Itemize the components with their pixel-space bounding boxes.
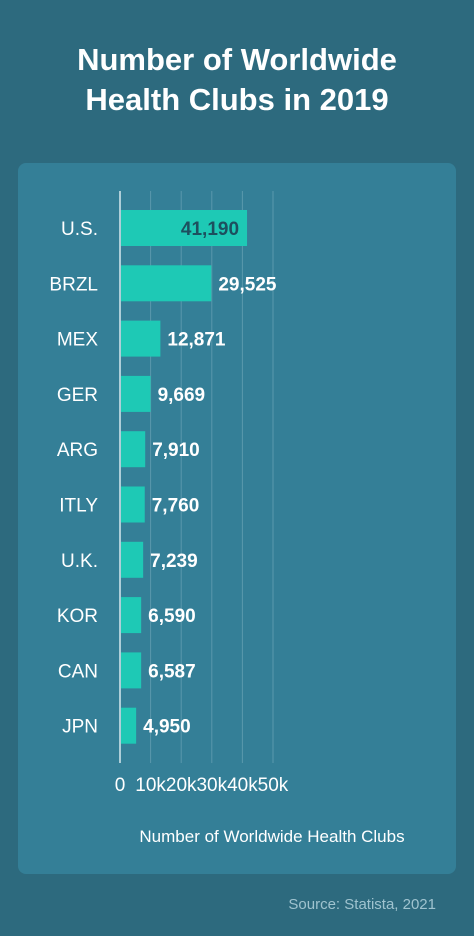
value-label-itly: 7,760 xyxy=(152,496,200,517)
category-label-ger: GER xyxy=(57,385,98,406)
value-label-u-k: 7,239 xyxy=(150,551,198,572)
value-label-ger: 9,669 xyxy=(158,385,206,406)
category-label-arg: ARG xyxy=(57,440,98,461)
category-label-brzl: BRZL xyxy=(49,274,98,295)
bar-can xyxy=(121,652,142,689)
bar-mex xyxy=(121,320,161,357)
chart-title-line-1: Number of Worldwide xyxy=(77,42,397,77)
tick-label-10k: 10k xyxy=(135,775,166,796)
value-label-mex: 12,871 xyxy=(167,330,226,351)
chart-title-line-2: Health Clubs in 2019 xyxy=(85,82,389,117)
category-label-kor: KOR xyxy=(57,606,98,627)
category-label-can: CAN xyxy=(58,661,98,682)
bar-jpn xyxy=(121,707,137,744)
chart-title: Number of Worldwide Health Clubs in 2019 xyxy=(0,40,474,120)
category-label-u-s: U.S. xyxy=(61,219,98,240)
bar-arg xyxy=(121,431,146,468)
value-label-u-s: 41,190 xyxy=(181,219,239,240)
category-label-mex: MEX xyxy=(57,330,99,351)
value-label-arg: 7,910 xyxy=(152,440,200,461)
tick-label-0: 0 xyxy=(115,775,126,796)
category-label-jpn: JPN xyxy=(62,717,98,738)
x-axis-title: Number of Worldwide Health Clubs xyxy=(139,827,404,846)
source-note: Source: Statista, 2021 xyxy=(288,896,436,913)
chart-panel: U.S. 41,190 BRZL 29,525 MEX 12,871 GER 9,669 ARG… xyxy=(18,163,456,874)
category-label-u-k: U.K. xyxy=(61,551,98,572)
bar-brzl xyxy=(121,265,212,302)
bar-chart: U.S. 41,190 BRZL 29,525 MEX 12,871 GER 9,669 ARG… xyxy=(49,191,405,846)
bar-u-s xyxy=(121,210,248,246)
tick-label-20k: 20k xyxy=(166,775,197,796)
bar-itly xyxy=(121,486,145,523)
category-label-itly: ITLY xyxy=(59,496,98,517)
value-label-brzl: 29,525 xyxy=(218,274,277,295)
bar-ger xyxy=(121,375,151,412)
value-label-can: 6,587 xyxy=(148,661,196,682)
bar-kor xyxy=(121,597,142,634)
tick-label-40k: 40k xyxy=(227,775,258,796)
tick-label-30k: 30k xyxy=(196,775,227,796)
value-label-kor: 6,590 xyxy=(148,606,196,627)
bar-u-k xyxy=(121,541,144,578)
value-label-jpn: 4,950 xyxy=(143,717,191,738)
tick-label-50k: 50k xyxy=(258,775,289,796)
